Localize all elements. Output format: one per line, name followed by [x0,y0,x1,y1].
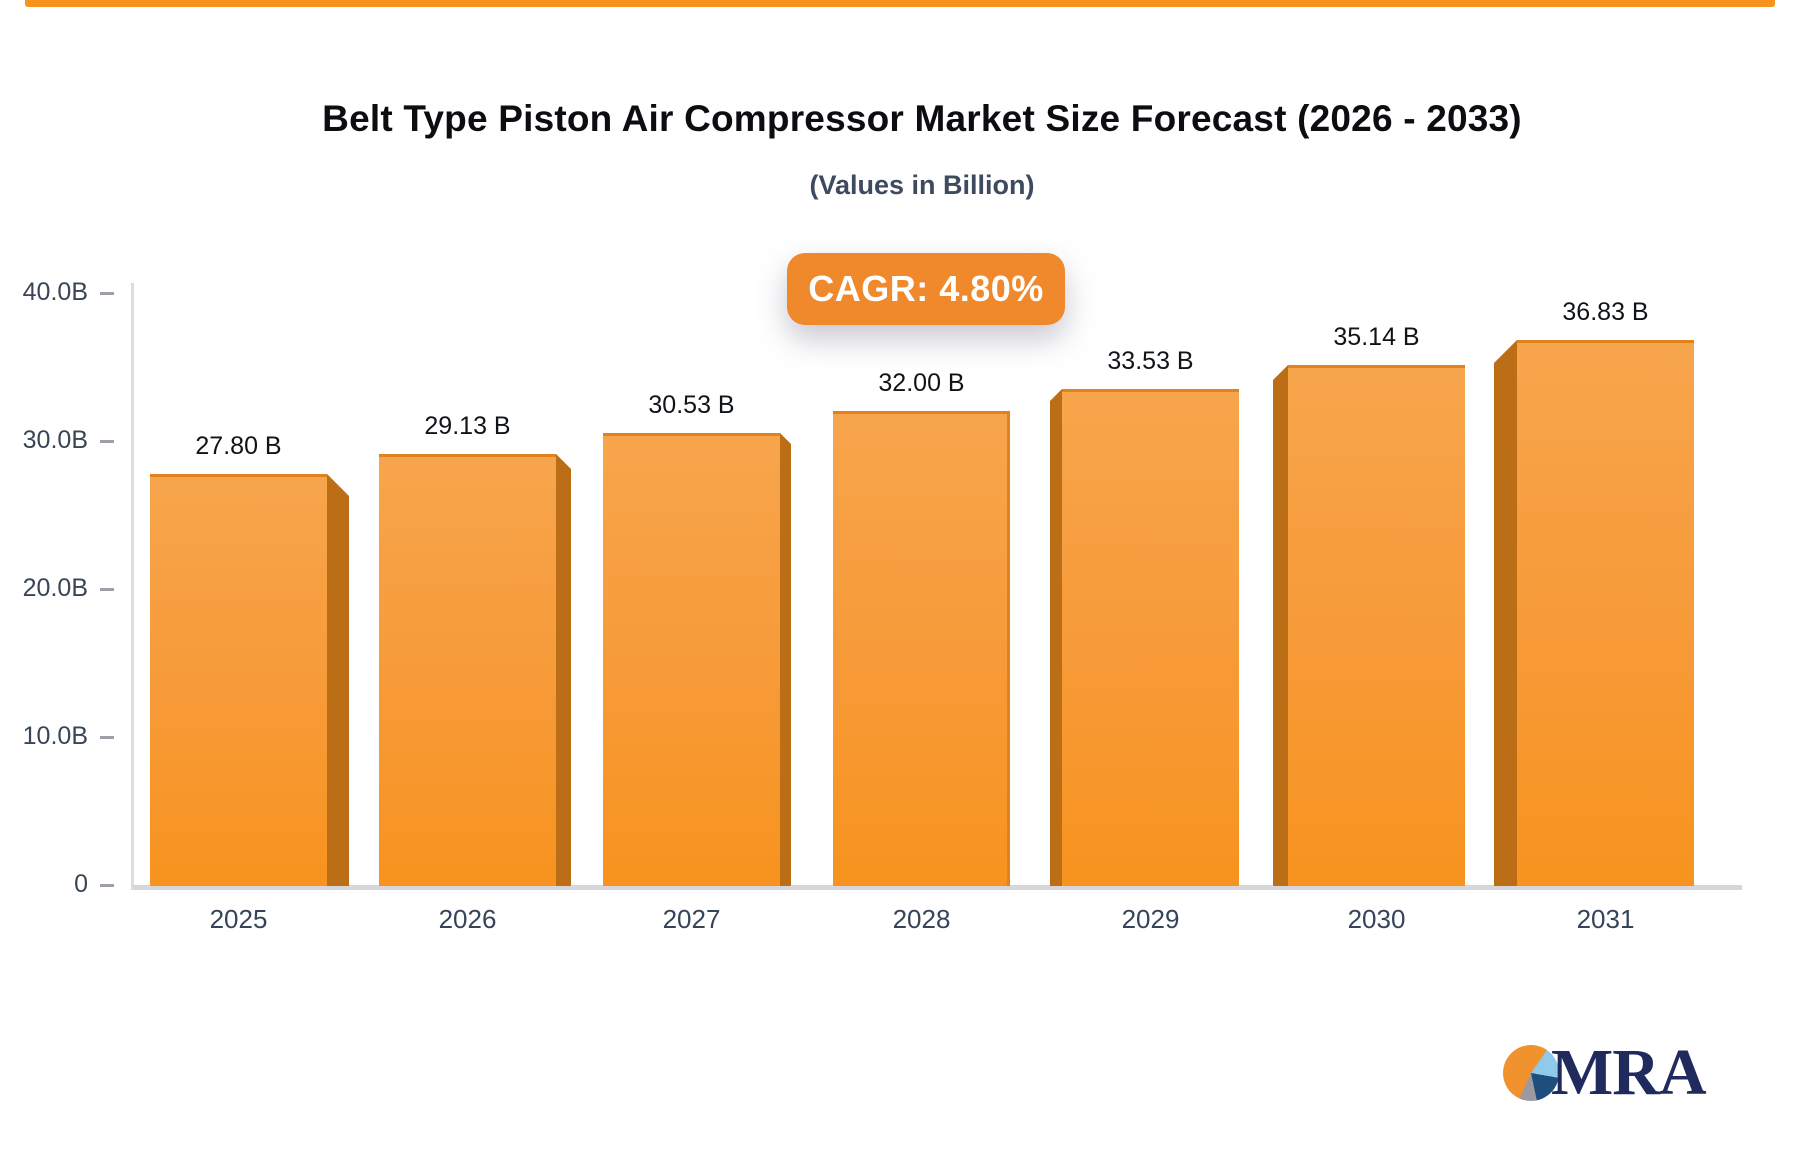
bar-value-label: 29.13 B [424,412,511,440]
bar-3d-side [1273,365,1288,886]
bar-2025 [150,474,327,886]
y-tick-dash [100,292,114,295]
bar-value-label: 33.53 B [1107,347,1194,375]
logo-text: MRA [1551,1036,1707,1109]
y-tick-label: 40.0B [22,278,88,306]
bar-3d-side [1494,340,1517,886]
bar-2030 [1288,365,1465,886]
cagr-badge: CAGR: 4.80% [787,253,1065,325]
y-tick-label: 0 [74,870,88,898]
bar-3d-side [327,474,349,886]
mra-logo: MRA [1503,1038,1763,1108]
bar-3d-side [1050,389,1062,886]
bar-2028 [833,411,1010,886]
bar-2027 [603,433,780,886]
chart-title: Belt Type Piston Air Compressor Market S… [322,98,1522,139]
y-tick-label: 30.0B [22,426,88,454]
x-axis-label-2029: 2029 [1121,904,1180,934]
bar-value-label: 35.14 B [1333,323,1420,351]
y-tick-label: 10.0B [22,722,88,750]
top-accent-strip [25,0,1775,7]
bar-value-label: 36.83 B [1562,298,1649,326]
x-axis-baseline [133,885,1742,890]
x-axis-label-2031: 2031 [1576,904,1635,934]
cagr-badge-label: CAGR: 4.80% [808,268,1044,309]
bar-3d-side [556,454,571,886]
x-axis-label-2028: 2028 [892,904,951,934]
y-tick-dash [100,440,114,443]
y-axis-line [131,283,134,890]
x-axis-label-2030: 2030 [1347,904,1406,934]
bar-2029 [1062,389,1239,886]
pie-chart-logo-icon [1503,1045,1559,1101]
x-axis-label-2027: 2027 [662,904,721,934]
bar-2026 [379,454,556,886]
chart-subtitle: (Values in Billion) [809,170,1035,200]
y-tick-dash [100,736,114,739]
y-tick-label: 20.0B [22,574,88,602]
bar-value-label: 27.80 B [195,432,282,460]
bar-value-label: 30.53 B [648,391,735,419]
x-axis-label-2025: 2025 [209,904,268,934]
bar-2031 [1517,340,1694,886]
bar-3d-side [780,433,791,886]
y-tick-dash [100,884,114,887]
y-tick-dash [100,588,114,591]
bar-value-label: 32.00 B [878,369,965,397]
x-axis-label-2026: 2026 [438,904,497,934]
